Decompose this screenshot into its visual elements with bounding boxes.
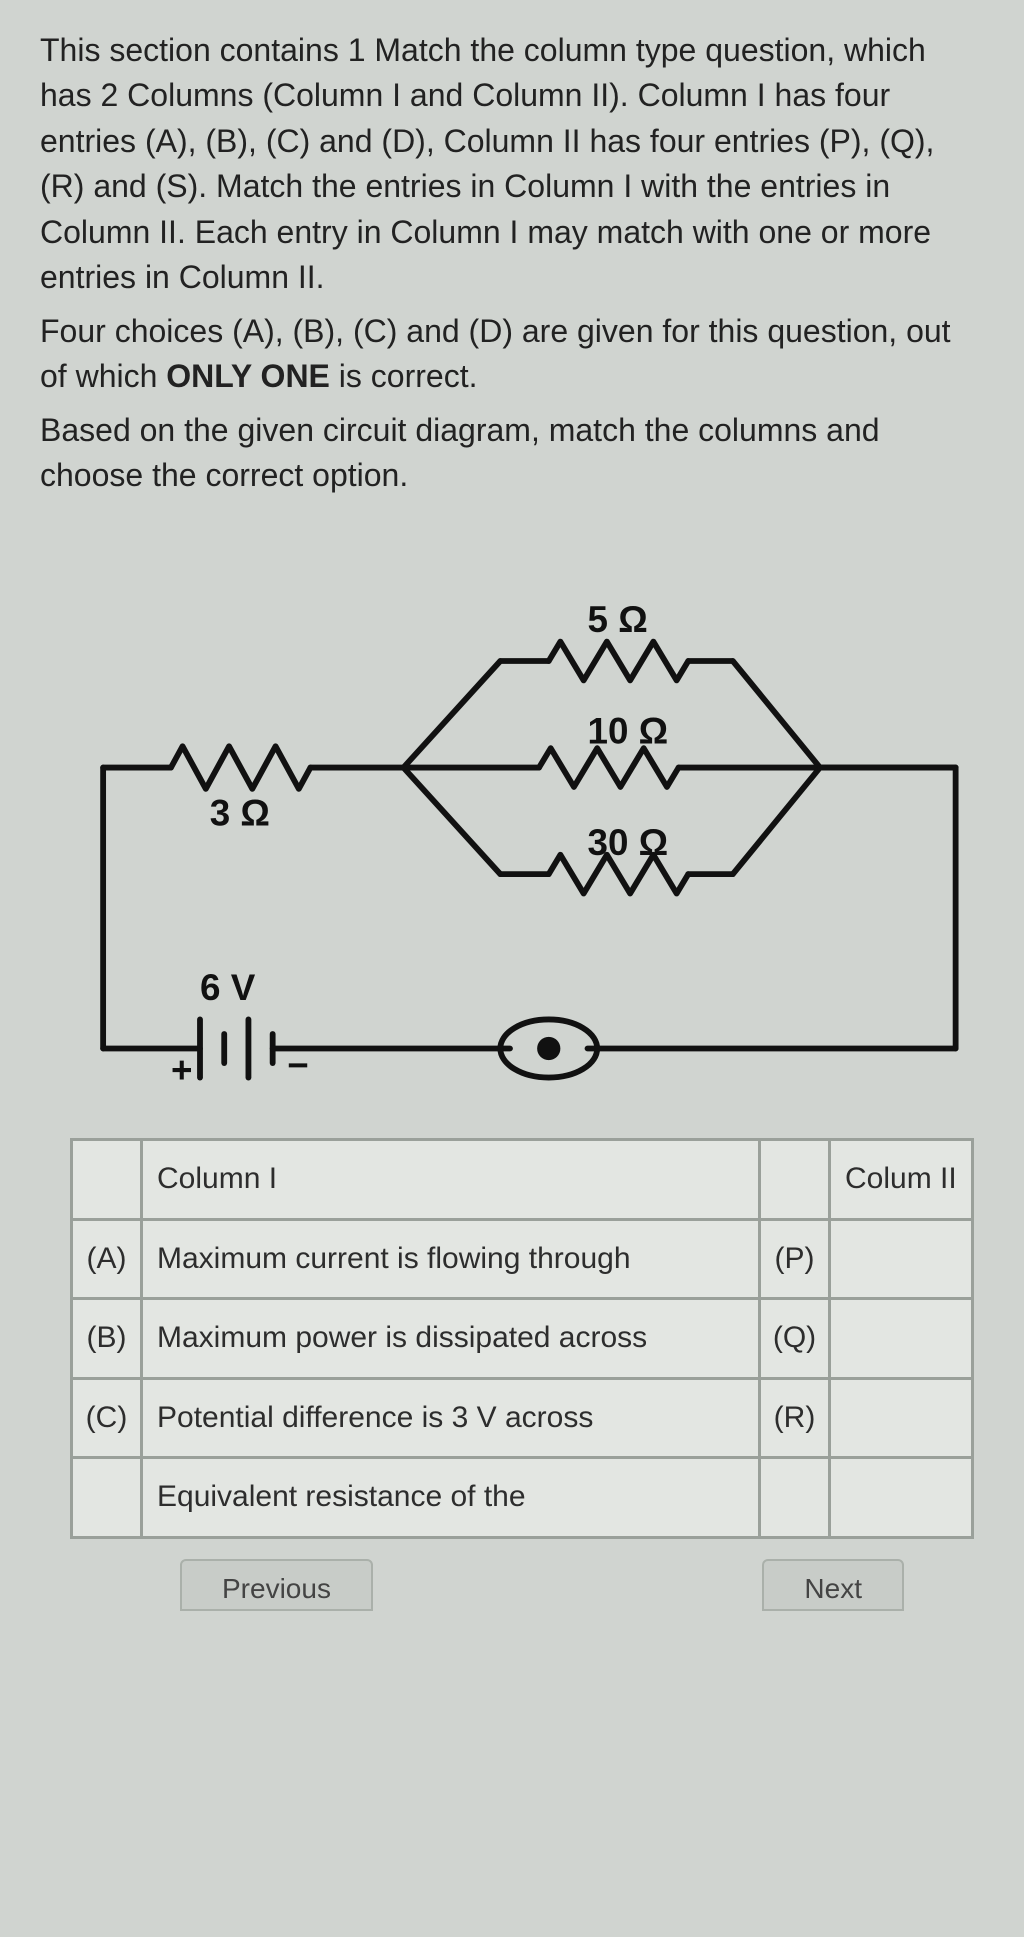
- row-c-key: (C): [73, 1380, 143, 1457]
- table-row: (B) Maximum power is dissipated across (…: [73, 1297, 971, 1377]
- row-q-key: (Q): [761, 1300, 831, 1377]
- instructions-paragraph-2: Four choices (A), (B), (C) and (D) are g…: [40, 309, 984, 400]
- row-d-text: Equivalent resistance of the: [143, 1459, 761, 1536]
- label-5ohm: 5 Ω: [588, 599, 648, 640]
- instr-p2-bold: ONLY ONE: [166, 358, 330, 394]
- row-p-key: (P): [761, 1221, 831, 1298]
- instructions-paragraph-3: Based on the given circuit diagram, matc…: [40, 408, 984, 499]
- table-header-col2: Colum II: [831, 1141, 971, 1218]
- table-row: (A) Maximum current is flowing through (…: [73, 1218, 971, 1298]
- next-button[interactable]: Next: [762, 1559, 904, 1611]
- row-s-text: [831, 1459, 971, 1536]
- label-3ohm: 3 Ω: [210, 793, 270, 834]
- row-r-text: [831, 1380, 971, 1457]
- previous-button[interactable]: Previous: [180, 1559, 373, 1611]
- label-6v: 6 V: [200, 967, 256, 1008]
- table-header-blank2: [761, 1141, 831, 1218]
- table-header-col1: Column I: [143, 1141, 761, 1218]
- row-b-key: (B): [73, 1300, 143, 1377]
- row-p-text: [831, 1221, 971, 1298]
- row-c-text: Potential difference is 3 V across: [143, 1380, 761, 1457]
- row-a-text: Maximum current is flowing through: [143, 1221, 761, 1298]
- match-table: Column I Colum II (A) Maximum current is…: [70, 1138, 974, 1539]
- row-d-key: [73, 1459, 143, 1536]
- label-10ohm: 10 Ω: [588, 711, 669, 752]
- instr-p2-suffix: is correct.: [330, 358, 478, 394]
- row-a-key: (A): [73, 1221, 143, 1298]
- row-q-text: [831, 1300, 971, 1377]
- table-row: (C) Potential difference is 3 V across (…: [73, 1377, 971, 1457]
- circuit-diagram: 5 Ω 10 Ω 30 Ω 3 Ω 6 V + −: [40, 506, 984, 1126]
- row-s-key: [761, 1459, 831, 1536]
- table-header-blank1: [73, 1141, 143, 1218]
- table-row: Equivalent resistance of the: [73, 1456, 971, 1536]
- row-b-text: Maximum power is dissipated across: [143, 1300, 761, 1377]
- row-r-key: (R): [761, 1380, 831, 1457]
- label-30ohm: 30 Ω: [588, 822, 669, 863]
- instructions-paragraph-1: This section contains 1 Match the column…: [40, 28, 984, 301]
- battery-minus-icon: −: [287, 1045, 309, 1086]
- battery-plus-icon: +: [171, 1050, 193, 1091]
